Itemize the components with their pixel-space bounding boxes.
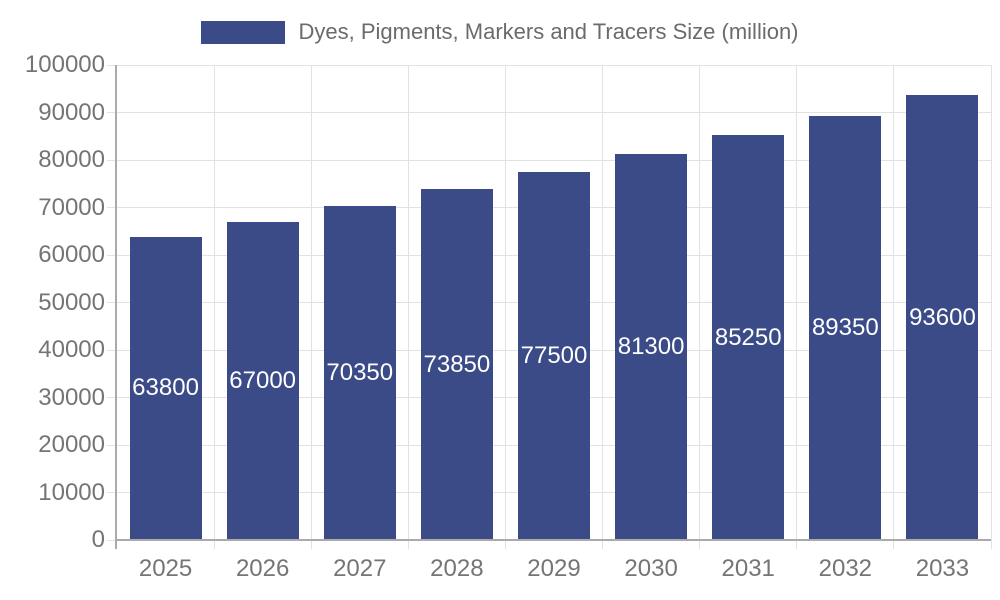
- gridline-vertical: [699, 65, 701, 549]
- y-tick-label-80000: 80000: [38, 146, 105, 173]
- y-axis-tick: [107, 349, 115, 351]
- bar-2029[interactable]: 77500: [518, 171, 590, 540]
- y-tick-label-70000: 70000: [38, 193, 105, 221]
- y-axis-tick: [107, 159, 115, 161]
- gridline-horizontal: [117, 159, 991, 161]
- gridline-vertical: [213, 65, 215, 549]
- y-tick-label-100000: 100000: [24, 51, 105, 78]
- y-axis-tick: [107, 492, 115, 493]
- y-axis-line: [115, 65, 117, 549]
- x-tick-label-2032: 2032: [818, 555, 873, 582]
- bar-value-label: 85250: [714, 323, 782, 351]
- x-tick-label-2030: 2030: [624, 555, 678, 582]
- bar-value-label: 63800: [132, 374, 199, 402]
- bar-2033[interactable]: 93600: [906, 95, 979, 540]
- gridline-vertical: [796, 65, 798, 549]
- gridline-vertical: [407, 65, 409, 549]
- bar-2032[interactable]: 89350: [809, 115, 882, 540]
- gridline-vertical: [504, 65, 506, 549]
- y-tick-label-40000: 40000: [38, 336, 105, 363]
- y-tick-label-50000: 50000: [38, 288, 105, 316]
- x-tick-label-2033: 2033: [915, 555, 970, 582]
- legend[interactable]: Dyes, Pigments, Markers and Tracers Size…: [0, 19, 1000, 45]
- y-axis-tick: [107, 397, 115, 398]
- y-axis-tick: [107, 444, 115, 446]
- y-axis-tick: [107, 539, 115, 541]
- gridline-vertical: [893, 65, 895, 549]
- y-tick-label-90000: 90000: [38, 98, 105, 126]
- x-tick-label-2029: 2029: [527, 555, 581, 582]
- y-axis-tick: [107, 254, 115, 256]
- bar-2030[interactable]: 81300: [615, 153, 688, 540]
- gridline-vertical: [602, 65, 604, 549]
- bar-value-label: 89350: [811, 313, 879, 341]
- x-tick-label-2031: 2031: [721, 555, 775, 582]
- x-tick-label-2028: 2028: [430, 555, 484, 582]
- bar-2025[interactable]: 63800: [129, 236, 202, 540]
- bar-2028[interactable]: 73850: [420, 189, 493, 540]
- legend-marker: [201, 20, 286, 44]
- gridline-vertical: [990, 65, 992, 549]
- gridline-horizontal: [117, 112, 991, 113]
- y-tick-label-20000: 20000: [38, 431, 105, 458]
- gridline-vertical: [310, 65, 312, 549]
- bar-2027[interactable]: 70350: [323, 205, 396, 540]
- bar-value-label: 73850: [423, 350, 491, 378]
- bar-2031[interactable]: 85250: [712, 135, 785, 540]
- y-axis-tick: [107, 207, 115, 208]
- bar-value-label: 77500: [520, 341, 588, 369]
- bar-value-label: 67000: [229, 366, 297, 394]
- y-tick-label-0: 0: [91, 526, 105, 553]
- legend-label: Dyes, Pigments, Markers and Tracers Size…: [298, 19, 799, 44]
- x-tick-label-2026: 2026: [235, 555, 290, 582]
- bar-value-label: 70350: [326, 358, 394, 386]
- y-axis-tick: [107, 64, 115, 66]
- bar-value-label: 81300: [617, 332, 685, 360]
- bar-2026[interactable]: 67000: [226, 221, 299, 540]
- gridline-horizontal: [117, 64, 991, 66]
- x-axis-line: [115, 539, 991, 541]
- y-axis-tick: [107, 302, 115, 303]
- x-tick-label-2027: 2027: [333, 555, 387, 582]
- y-tick-label-10000: 10000: [38, 478, 105, 506]
- bar-value-label: 93600: [909, 303, 976, 331]
- y-tick-label-30000: 30000: [38, 383, 105, 411]
- y-axis-tick: [107, 112, 115, 113]
- x-tick-label-2025: 2025: [138, 555, 193, 582]
- y-tick-label-60000: 60000: [38, 241, 105, 268]
